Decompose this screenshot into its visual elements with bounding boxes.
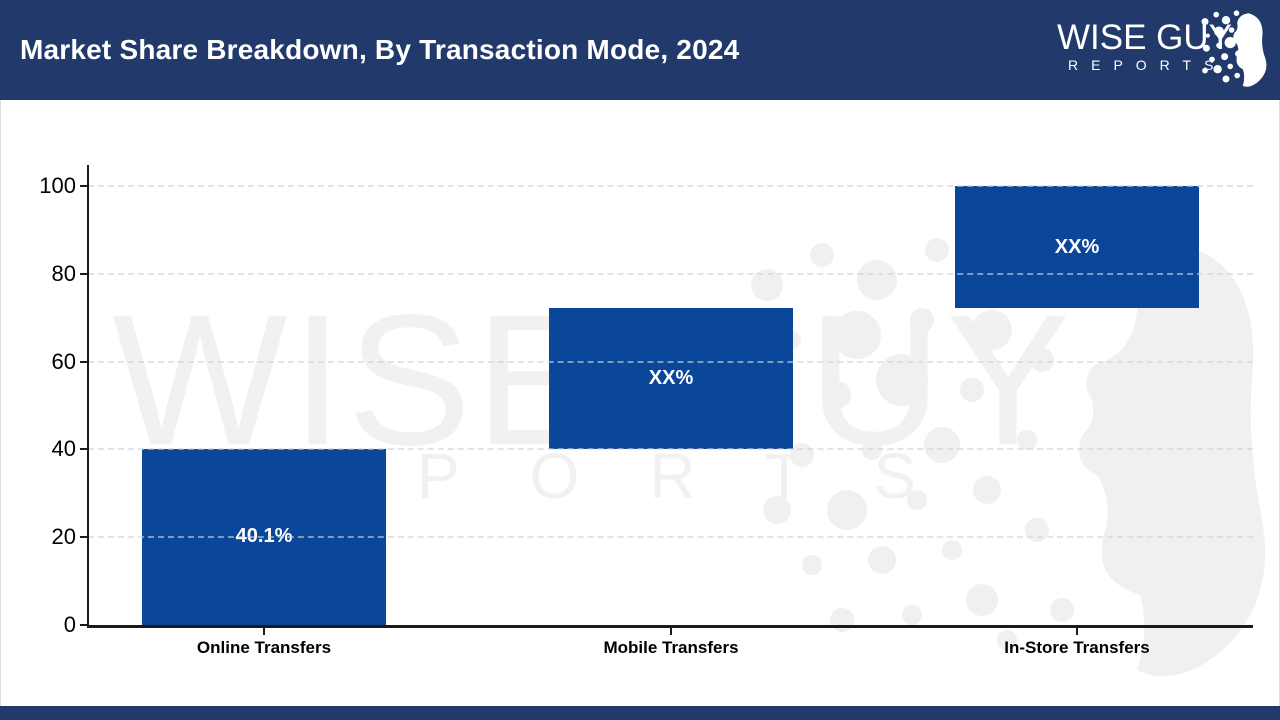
bar-value-label-2: XX% (1054, 235, 1100, 258)
brand-subtext: REPORTS (1068, 57, 1227, 73)
y-tick-label-60: 60 (51, 348, 76, 374)
y-tick-label-20: 20 (51, 524, 76, 550)
x-category-label-1: Mobile Transfers (603, 638, 739, 657)
gridline-100 (88, 185, 1253, 187)
x-category-label-0: Online Transfers (196, 638, 332, 657)
y-tick-mark-40 (80, 448, 87, 451)
y-tick-label-0: 0 (63, 612, 76, 637)
x-tick-mark-2 (1076, 627, 1078, 635)
footer-bar (0, 706, 1280, 720)
y-tick-mark-80 (80, 272, 87, 275)
gridline-80 (88, 272, 1253, 275)
y-tick-label-40: 40 (51, 436, 76, 462)
y-tick-mark-100 (80, 185, 87, 187)
brand-logo: WISE GUY REPORTS (1010, 0, 1270, 100)
x-axis-line (87, 625, 1253, 628)
brand-wordmark: WISE GUY (1057, 18, 1233, 57)
gridline-20 (88, 536, 1253, 539)
y-tick-label-100: 100 (39, 173, 76, 198)
y-tick-mark-20 (80, 536, 87, 539)
y-tick-mark-60 (80, 360, 87, 363)
header-bar: Market Share Breakdown, By Transaction M… (0, 0, 1280, 100)
brand-face-icon (1201, 10, 1267, 87)
bar-2: XX% (955, 186, 1199, 309)
chart-title: Market Share Breakdown, By Transaction M… (20, 34, 740, 65)
gridline-40 (88, 448, 1253, 451)
x-category-label-2: In-Store Transfers (1004, 638, 1150, 657)
y-tick-label-80: 80 (51, 260, 76, 286)
bar-1: XX% (549, 308, 793, 449)
gridline-60 (88, 360, 1253, 363)
x-tick-mark-1 (670, 627, 672, 635)
y-axis-line (87, 165, 89, 628)
x-tick-mark-0 (263, 627, 265, 635)
y-tick-mark-0 (80, 624, 87, 626)
bar-value-label-1: XX% (648, 366, 694, 389)
